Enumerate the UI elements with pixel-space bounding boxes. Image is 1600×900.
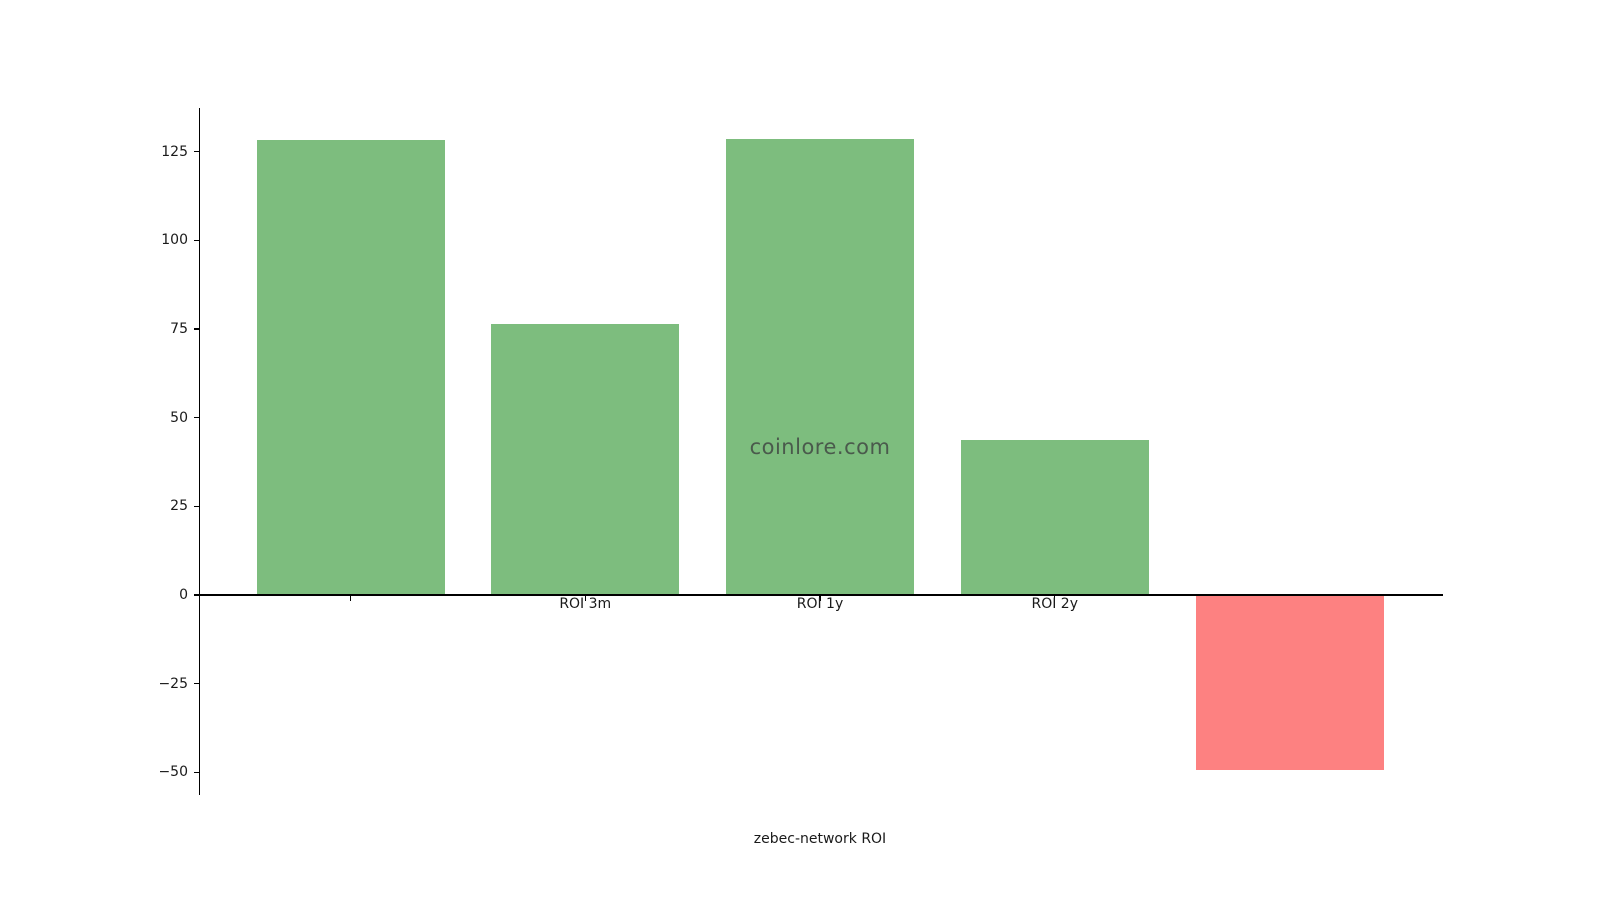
- y-tick-label: −25: [158, 675, 188, 692]
- y-tick-mark: [194, 771, 200, 773]
- y-tick-mark: [194, 594, 200, 596]
- y-tick-mark: [194, 239, 200, 241]
- bar-unlabeled-5: [1195, 594, 1384, 770]
- y-tick-mark: [194, 328, 200, 330]
- watermark: coinlore.com: [749, 435, 891, 459]
- y-tick-label: −50: [158, 764, 188, 781]
- y-tick-label: 75: [170, 320, 188, 337]
- x-tick-mark: [819, 594, 821, 601]
- bar-roi-1y: [726, 139, 914, 595]
- bar-roi-2y: [960, 439, 1149, 595]
- bar-roi-3m: [491, 323, 680, 595]
- y-tick-mark: [194, 682, 200, 685]
- x-tick-label: ROI 2y: [1031, 595, 1079, 612]
- y-tick-mark: [194, 150, 200, 153]
- y-tick-label: 125: [161, 143, 188, 160]
- x-tick-label: ROI 1y: [796, 595, 844, 612]
- y-axis-line: [198, 108, 200, 795]
- y-tick-label: 25: [170, 498, 188, 515]
- y-tick-mark: [194, 505, 200, 507]
- x-tick-mark: [349, 594, 352, 601]
- bar-unlabeled-1: [256, 139, 445, 595]
- y-tick-label: 50: [170, 409, 188, 426]
- x-tick-label: ROI 3m: [559, 595, 612, 612]
- y-tick-mark: [194, 416, 200, 419]
- x-axis-line: [200, 594, 1443, 596]
- y-tick-label: 100: [161, 232, 188, 249]
- y-tick-label: 0: [179, 586, 188, 603]
- x-tick-mark: [1054, 594, 1056, 601]
- chart-xlabel: zebec-network ROI: [753, 831, 887, 847]
- x-tick-mark: [584, 594, 586, 601]
